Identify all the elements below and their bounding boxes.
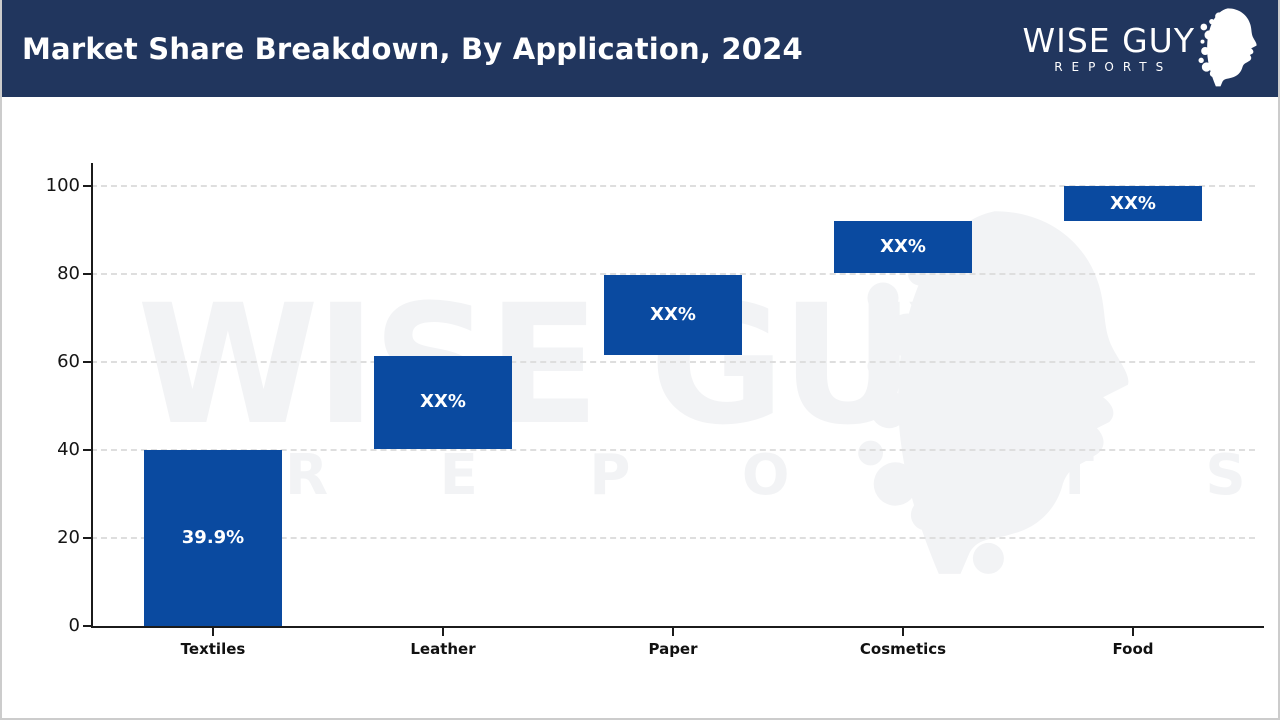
gridline-40 [91,449,1255,451]
bar-paper [604,274,742,356]
x-tick-mark-food [1132,628,1134,636]
header-bar: Market Share Breakdown, By Application, … [2,0,1278,97]
y-tick-label-20: 20 [57,527,80,548]
y-tick-label-80: 80 [57,263,80,284]
x-axis-label-leather: Leather [410,640,476,658]
bar-value-label-leather: XX% [420,391,466,413]
x-axis-label-textiles: Textiles [180,640,246,658]
logo-text: WISE GUY REPORTS [1022,24,1195,73]
x-tick-mark-paper [672,628,674,636]
x-axis-line [91,626,1264,628]
wise-guy-reports-logo: WISE GUY REPORTS [1022,7,1264,91]
y-tick-mark-20 [83,537,91,539]
bar-value-label-paper: XX% [650,304,696,326]
logo-reports-label: REPORTS [1054,60,1173,74]
x-tick-mark-cosmetics [902,628,904,636]
y-tick-mark-0 [83,625,91,627]
y-tick-mark-60 [83,361,91,363]
bar-value-label-cosmetics: XX% [880,236,926,258]
y-tick-mark-80 [83,273,91,275]
y-tick-mark-40 [83,449,91,451]
y-tick-label-0: 0 [68,615,80,636]
bar-leather [374,355,512,450]
gridline-60 [91,361,1255,363]
bar-cosmetics [834,221,972,274]
bar-value-label-textiles: 39.9% [181,527,245,549]
gridline-100 [91,185,1255,187]
y-axis-line [91,163,93,628]
x-tick-mark-leather [442,628,444,636]
logo-face-icon [1197,7,1264,91]
bar-food [1064,186,1202,222]
x-axis-label-cosmetics: Cosmetics [859,640,947,658]
y-tick-label-40: 40 [57,439,80,460]
x-axis-label-paper: Paper [648,640,698,658]
x-tick-mark-textiles [212,628,214,636]
chart-title: Market Share Breakdown, By Application, … [22,31,803,66]
bar-textiles [144,450,282,626]
y-tick-label-60: 60 [57,351,80,372]
y-tick-label-100: 100 [45,175,80,196]
logo-wise-guy-label: WISE GUY [1022,21,1195,60]
bar-value-label-food: XX% [1110,192,1156,214]
gridline-20 [91,537,1255,539]
y-tick-mark-100 [83,185,91,187]
x-axis-label-food: Food [1112,640,1154,658]
gridline-80 [91,273,1255,275]
